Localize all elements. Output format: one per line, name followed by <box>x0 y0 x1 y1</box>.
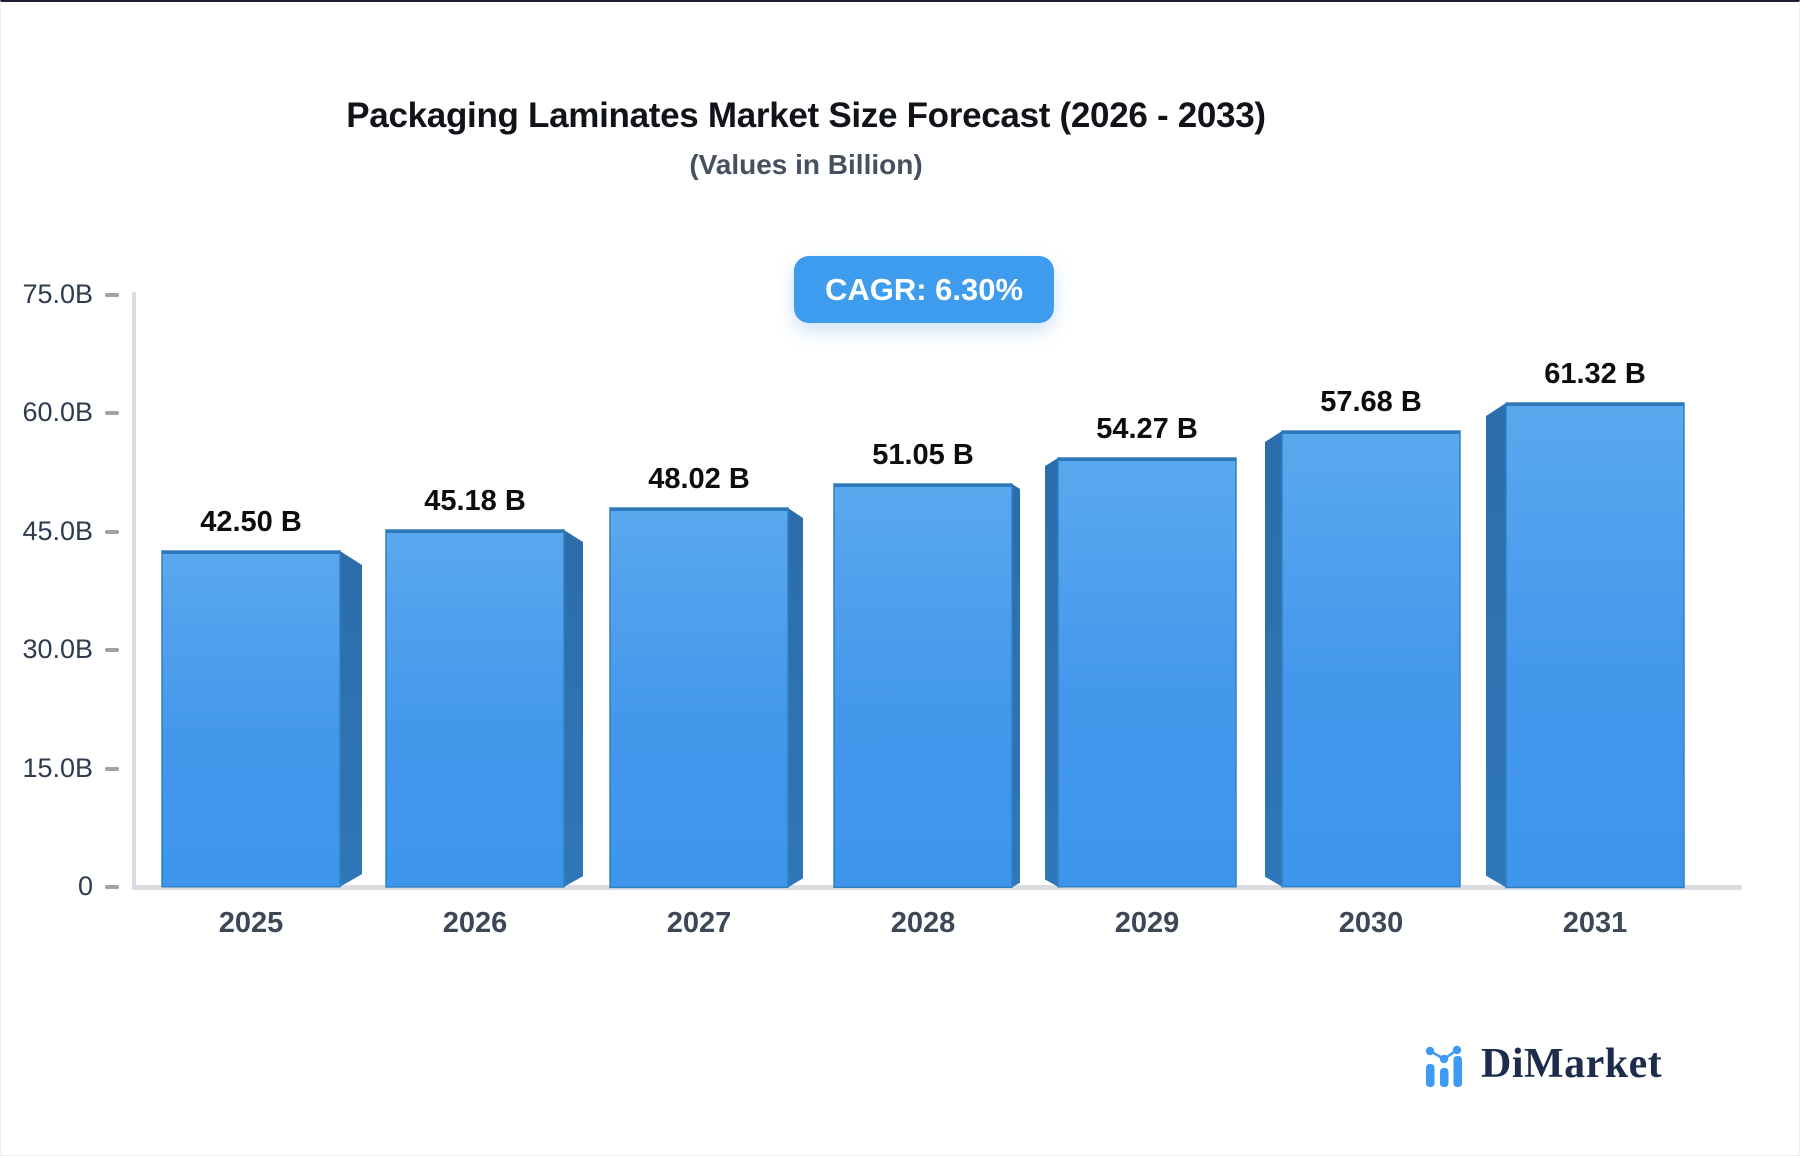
x-axis-label: 2025 <box>218 907 284 939</box>
bar-top-edge <box>386 530 564 534</box>
bar-top-edge <box>1282 431 1460 435</box>
chart-title: Packaging Laminates Market Size Forecast… <box>346 96 1266 135</box>
chart-subtitle: (Values in Billion) <box>689 149 923 180</box>
y-axis-tick <box>105 885 119 889</box>
bar-top-edge <box>162 551 340 555</box>
bar-top-edge <box>610 507 788 511</box>
bar-side-face <box>1045 458 1058 887</box>
bar-2027 <box>609 506 803 888</box>
x-axis-label: 2029 <box>1114 907 1180 939</box>
bar-top-edge <box>834 483 1012 487</box>
y-axis-tick <box>105 648 119 652</box>
bar-front-face <box>385 529 565 888</box>
bar-2029 <box>1045 457 1237 888</box>
y-axis-label: 15.0B <box>22 752 93 783</box>
bar-front-face <box>833 482 1013 888</box>
bar-value-label: 42.50 B <box>200 506 302 539</box>
bar-2028 <box>833 482 1020 888</box>
bar-front-face <box>1505 401 1685 888</box>
bar-2025 <box>161 550 362 888</box>
bar-2030 <box>1265 430 1461 888</box>
bar-value-label: 48.02 B <box>648 462 750 495</box>
bar-side-face <box>1486 402 1506 887</box>
bar-front-face <box>609 506 789 888</box>
bar-side-face <box>788 507 803 887</box>
bar-front-face <box>1057 457 1237 888</box>
y-axis-line <box>132 292 136 889</box>
bar-value-label: 57.68 B <box>1320 386 1422 419</box>
y-axis-tick <box>105 292 119 297</box>
bar-chart-logo-icon <box>1425 1045 1462 1087</box>
y-axis-tick <box>105 766 119 771</box>
bar-side-face <box>340 551 362 887</box>
bar-top-edge <box>1506 402 1684 406</box>
bar-front-face <box>1281 430 1461 888</box>
y-axis-tick <box>105 411 119 415</box>
cagr-badge: CAGR: 6.30% <box>793 256 1055 323</box>
bar-side-face <box>564 530 583 887</box>
y-axis-label: 75.0B <box>22 278 93 309</box>
bar-value-label: 54.27 B <box>1096 413 1198 446</box>
x-axis-label: 2031 <box>1562 907 1628 939</box>
bar-value-label: 45.18 B <box>424 485 526 518</box>
bar-2031 <box>1486 401 1685 888</box>
bar-side-face <box>1012 483 1020 887</box>
bar-value-label: 51.05 B <box>872 438 974 471</box>
y-axis-label: 60.0B <box>22 397 93 427</box>
brand-logo: DiMarket <box>1425 1041 1662 1090</box>
x-axis-label: 2026 <box>442 907 508 939</box>
y-axis-tick <box>105 529 119 534</box>
y-axis-label: 0 <box>77 871 93 901</box>
x-axis-label: 2027 <box>666 907 732 939</box>
bar-side-face <box>1265 431 1282 887</box>
y-axis-label: 45.0B <box>22 515 93 546</box>
bar-2026 <box>385 529 583 888</box>
bar-top-edge <box>1058 458 1236 462</box>
y-axis-label: 30.0B <box>22 634 93 664</box>
bar-value-label: 61.32 B <box>1544 357 1646 390</box>
x-axis-label: 2028 <box>890 907 956 939</box>
brand-name: DiMarket <box>1481 1041 1663 1087</box>
bar-front-face <box>161 550 341 888</box>
x-axis-label: 2030 <box>1338 907 1404 939</box>
